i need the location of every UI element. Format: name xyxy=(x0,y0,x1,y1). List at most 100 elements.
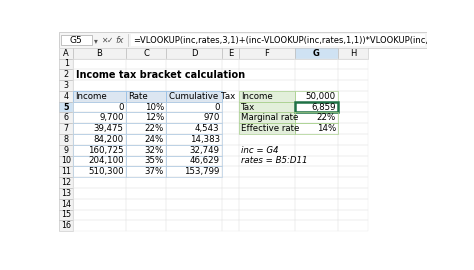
Bar xyxy=(295,188,338,199)
Text: Tax: Tax xyxy=(241,103,255,112)
Bar xyxy=(166,123,222,134)
Bar xyxy=(295,123,338,134)
Bar xyxy=(126,48,166,59)
Bar xyxy=(126,145,166,156)
Bar xyxy=(59,80,73,91)
Bar xyxy=(222,145,239,156)
Bar xyxy=(338,220,368,231)
Bar xyxy=(239,210,295,220)
Bar xyxy=(239,123,295,134)
Bar xyxy=(239,145,295,156)
Bar xyxy=(73,156,126,166)
Bar xyxy=(73,113,126,123)
Bar xyxy=(222,188,239,199)
Bar xyxy=(166,188,222,199)
Text: fx: fx xyxy=(116,36,124,45)
Bar xyxy=(338,177,368,188)
Bar xyxy=(166,210,222,220)
Text: 14: 14 xyxy=(61,200,71,209)
Bar xyxy=(59,59,73,69)
Text: 37%: 37% xyxy=(145,167,164,176)
Bar xyxy=(73,134,126,145)
Bar xyxy=(338,80,368,91)
Text: 24%: 24% xyxy=(145,135,164,144)
Text: Rate: Rate xyxy=(128,92,148,101)
Bar xyxy=(126,123,166,134)
Bar xyxy=(338,69,368,80)
Bar xyxy=(338,210,368,220)
Bar xyxy=(239,113,295,123)
Bar xyxy=(126,134,166,145)
Bar xyxy=(166,123,222,134)
Bar xyxy=(338,102,368,113)
Text: 7: 7 xyxy=(64,124,69,133)
Bar xyxy=(166,123,222,134)
Bar xyxy=(166,102,222,113)
Bar xyxy=(338,113,368,123)
Bar xyxy=(239,91,295,102)
Bar xyxy=(338,166,368,177)
Bar xyxy=(59,59,73,69)
Bar xyxy=(295,102,338,113)
Bar xyxy=(61,35,92,45)
Bar xyxy=(73,69,126,80)
Bar xyxy=(126,188,166,199)
Bar xyxy=(166,134,222,145)
Bar xyxy=(126,91,166,102)
Bar xyxy=(59,177,73,188)
Bar xyxy=(295,80,338,91)
Bar xyxy=(73,156,126,166)
Bar xyxy=(126,145,166,156)
Text: 35%: 35% xyxy=(145,157,164,166)
Bar xyxy=(295,210,338,220)
Bar xyxy=(73,177,126,188)
Bar xyxy=(126,59,166,69)
Bar xyxy=(126,145,166,156)
Text: 14%: 14% xyxy=(317,124,336,133)
Bar xyxy=(222,199,239,210)
Text: 46,629: 46,629 xyxy=(190,157,219,166)
Bar xyxy=(126,59,166,69)
Bar xyxy=(59,166,73,177)
Bar xyxy=(222,210,239,220)
Text: 39,475: 39,475 xyxy=(93,124,124,133)
Bar xyxy=(126,166,166,177)
Bar xyxy=(59,188,73,199)
Bar xyxy=(295,134,338,145)
Bar xyxy=(222,177,239,188)
Text: H: H xyxy=(350,49,356,58)
Bar xyxy=(126,199,166,210)
Bar xyxy=(126,210,166,220)
Bar xyxy=(295,113,338,123)
Bar xyxy=(126,210,166,220)
Bar xyxy=(166,156,222,166)
Bar xyxy=(295,134,338,145)
Text: 12: 12 xyxy=(61,178,71,187)
Bar xyxy=(73,91,126,102)
Bar xyxy=(166,59,222,69)
Bar xyxy=(73,188,126,199)
Bar xyxy=(222,59,239,69)
Bar xyxy=(59,102,73,113)
Bar xyxy=(222,80,239,91)
Text: 9: 9 xyxy=(64,146,69,155)
Bar xyxy=(222,59,239,69)
Bar xyxy=(126,102,166,113)
Bar xyxy=(338,134,368,145)
Bar xyxy=(166,48,222,59)
Bar xyxy=(126,113,166,123)
Bar xyxy=(59,166,73,177)
Bar xyxy=(73,134,126,145)
Bar xyxy=(126,102,166,113)
Bar xyxy=(73,166,126,177)
Text: 2: 2 xyxy=(64,70,69,79)
Bar xyxy=(338,188,368,199)
Bar xyxy=(222,48,239,59)
Bar xyxy=(73,102,126,113)
Bar xyxy=(166,166,222,177)
Bar xyxy=(166,48,222,59)
Bar xyxy=(239,166,295,177)
Bar xyxy=(295,188,338,199)
Bar xyxy=(166,102,222,113)
Bar xyxy=(73,123,126,134)
